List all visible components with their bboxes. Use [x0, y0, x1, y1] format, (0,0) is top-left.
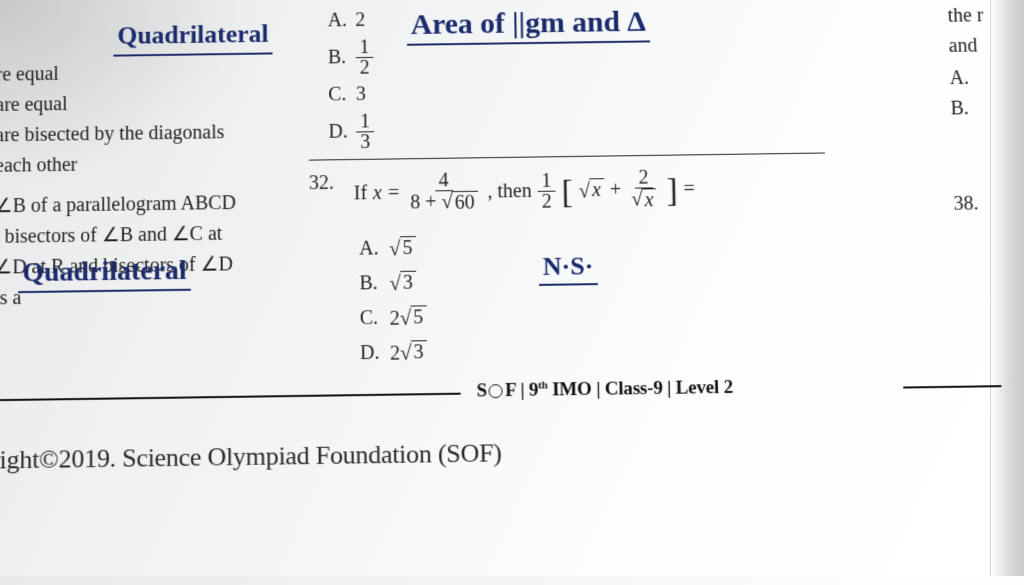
- page: Quadrilateral re equal are equal are bis…: [0, 0, 1024, 585]
- fragment-b: B.: [950, 95, 1010, 122]
- text-angle-b-para: ∠B of a parallelogram ABCD: [0, 189, 293, 220]
- fragment-the: the r: [947, 2, 1007, 29]
- sqrt-x-denom: x: [631, 188, 657, 211]
- sqrt-60: 60: [441, 191, 478, 214]
- q32-number: 32.: [309, 172, 349, 195]
- fraction-one-half: 12: [356, 37, 374, 77]
- q38-number: 38.: [953, 190, 1014, 217]
- sqrt-5: 5: [389, 236, 416, 261]
- q32-opt-d: D. 23: [360, 340, 432, 366]
- text-bisectors-bc: , bisectors of ∠B and ∠C at: [0, 220, 293, 251]
- sqrt-x: x: [578, 178, 604, 203]
- handwriting-area-of-gm: Area of ||gm and Δ: [407, 5, 651, 45]
- far-right-fragments: the r and A. B. 38.: [947, 0, 1014, 222]
- opt-label: A.: [328, 9, 356, 32]
- q32-options: A. 5 B. 3 C. 25 D. 23: [359, 226, 432, 376]
- options-prev-question: A. 2 B. 12 C. 3 D. 13: [328, 3, 399, 158]
- q32-opt-c: C. 25: [360, 305, 432, 331]
- opt-label: B.: [328, 46, 356, 69]
- sqrt-5-c: 5: [400, 305, 427, 330]
- bracket-left-icon: [: [561, 174, 573, 212]
- opt-b-prev: B. 12: [328, 37, 398, 78]
- text-are-equal: are equal: [0, 88, 293, 119]
- text-each-other: each other: [0, 149, 293, 180]
- fragment-a: A.: [949, 65, 1009, 92]
- question-32: 32. If x = 4 8 + 60 , then 1 2 [ x + 2 x…: [309, 165, 866, 216]
- fragment-and: and: [948, 33, 1008, 60]
- opt-label: B.: [359, 272, 389, 295]
- opt-label: C.: [328, 84, 356, 107]
- footer-caption: SF | 9th IMO | Class-9 | Level 2: [476, 377, 733, 403]
- q32-equation: If x = 4 8 + 60 , then 1 2 [ x + 2 x ] =: [354, 167, 696, 215]
- opt-value: 2: [355, 9, 397, 32]
- bracket-right-icon: ]: [666, 172, 678, 210]
- footer-line-right: [903, 385, 1001, 388]
- opt-label: A.: [359, 237, 389, 260]
- opt-label: D.: [328, 121, 356, 144]
- bulb-icon: [489, 384, 503, 398]
- opt-c-prev: C. 3: [328, 83, 398, 106]
- opt-value: 3: [356, 83, 398, 106]
- right-heading-area: Area of ||gm and Δ: [407, 3, 832, 46]
- text-re-equal: re equal: [0, 58, 293, 88]
- fraction-one-half-outer: 1 2: [537, 171, 556, 212]
- opt-label: C.: [360, 307, 390, 330]
- handwriting-ns: N·S·: [539, 251, 598, 286]
- footer-bar: SF | 9th IMO | Class-9 | Level 2: [0, 371, 1002, 415]
- fraction-one-third: 13: [356, 112, 374, 152]
- sqrt-3: 3: [389, 271, 416, 296]
- footer-line-left: [0, 393, 461, 402]
- handwriting-quadrilateral-top: Quadrilateral: [113, 16, 272, 56]
- opt-label: D.: [360, 342, 390, 365]
- q32-opt-b: B. 3: [359, 271, 431, 297]
- copyright-text: right©2019. Science Olympiad Foundation …: [0, 438, 502, 475]
- opt-a-prev: A. 2: [328, 9, 397, 32]
- sqrt-3-d: 3: [400, 340, 427, 365]
- text-bisected-diagonals: are bisected by the diagonals: [0, 119, 293, 150]
- fraction-2-over-sqrtx: 2 x: [627, 168, 661, 212]
- handwriting-quadrilateral-bottom: Quadrilateral: [18, 255, 191, 293]
- opt-d-prev: D. 13: [328, 111, 398, 152]
- fraction-4-over-8sqrt60: 4 8 + 60: [406, 170, 482, 214]
- q32-opt-a: A. 5: [359, 236, 431, 262]
